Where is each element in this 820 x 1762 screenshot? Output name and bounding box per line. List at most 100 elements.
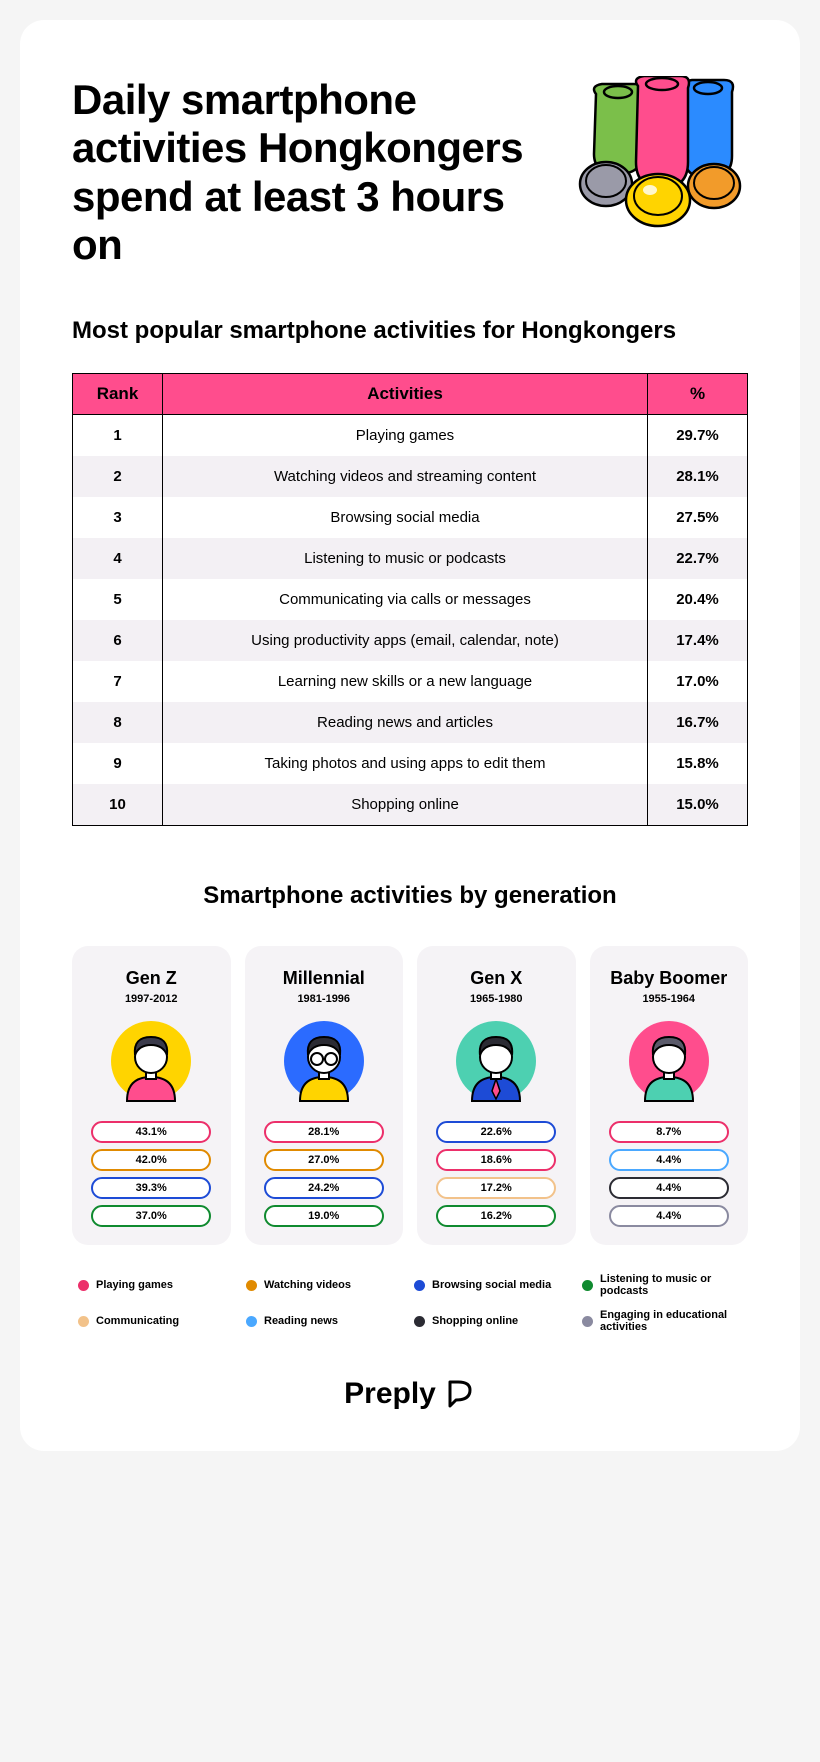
pill-list: 43.1% 42.0% 39.3% 37.0% bbox=[86, 1121, 217, 1227]
cell-activity: Shopping online bbox=[163, 784, 648, 826]
legend-item: Shopping online bbox=[414, 1309, 574, 1333]
legend-item: Communicating bbox=[78, 1309, 238, 1333]
table-row: 6Using productivity apps (email, calenda… bbox=[73, 620, 748, 661]
avatar bbox=[431, 1019, 562, 1103]
legend-item: Listening to music or podcasts bbox=[582, 1273, 742, 1297]
footer-brand-text: Preply bbox=[344, 1377, 436, 1411]
stat-pill: 8.7% bbox=[609, 1121, 729, 1143]
cell-percent: 15.8% bbox=[648, 743, 748, 784]
table-row: 2Watching videos and streaming content28… bbox=[73, 456, 748, 497]
legend-label: Watching videos bbox=[264, 1279, 351, 1291]
cell-activity: Using productivity apps (email, calendar… bbox=[163, 620, 648, 661]
header-row: Daily smartphone activities Hongkongers … bbox=[72, 76, 748, 269]
stat-pill: 4.4% bbox=[609, 1149, 729, 1171]
cell-rank: 1 bbox=[73, 415, 163, 457]
cell-activity: Taking photos and using apps to edit the… bbox=[163, 743, 648, 784]
cell-percent: 15.0% bbox=[648, 784, 748, 826]
generation-card: Millennial1981-199628.1%27.0%24.2%19.0% bbox=[245, 946, 404, 1245]
generation-name: Gen Z bbox=[86, 968, 217, 989]
th-activities: Activities bbox=[163, 374, 648, 415]
legend-label: Communicating bbox=[96, 1315, 179, 1327]
legend-label: Listening to music or podcasts bbox=[600, 1273, 742, 1297]
generation-name: Millennial bbox=[259, 968, 390, 989]
legend-dot bbox=[78, 1280, 89, 1291]
cell-rank: 7 bbox=[73, 661, 163, 702]
generation-years: 1981-1996 bbox=[259, 993, 390, 1005]
header-illustration bbox=[568, 76, 748, 236]
generation-years: 1997-2012 bbox=[86, 993, 217, 1005]
cell-activity: Watching videos and streaming content bbox=[163, 456, 648, 497]
table-row: 1Playing games29.7% bbox=[73, 415, 748, 457]
legend: Playing games Watching videos Browsing soc… bbox=[72, 1273, 748, 1333]
th-rank: Rank bbox=[73, 374, 163, 415]
blobs-icon bbox=[568, 76, 748, 236]
cell-rank: 6 bbox=[73, 620, 163, 661]
generation-card: Gen Z 1997-2012 43.1% 42.0% 39.3% 37.0% bbox=[72, 946, 231, 1245]
legend-label: Shopping online bbox=[432, 1315, 518, 1327]
preply-icon bbox=[444, 1378, 476, 1410]
legend-label: Reading news bbox=[264, 1315, 338, 1327]
table-row: 5Communicating via calls or messages20.4… bbox=[73, 579, 748, 620]
cell-percent: 17.0% bbox=[648, 661, 748, 702]
legend-dot bbox=[414, 1316, 425, 1327]
stat-pill: 43.1% bbox=[91, 1121, 211, 1143]
cell-activity: Playing games bbox=[163, 415, 648, 457]
avatar bbox=[86, 1019, 217, 1103]
cell-percent: 20.4% bbox=[648, 579, 748, 620]
legend-label: Browsing social media bbox=[432, 1279, 551, 1291]
cell-percent: 16.7% bbox=[648, 702, 748, 743]
cell-percent: 17.4% bbox=[648, 620, 748, 661]
stat-pill: 4.4% bbox=[609, 1205, 729, 1227]
generation-name: Baby Boomer bbox=[604, 968, 735, 989]
infographic-card: Daily smartphone activities Hongkongers … bbox=[20, 20, 800, 1451]
main-title: Daily smartphone activities Hongkongers … bbox=[72, 76, 548, 269]
avatar bbox=[259, 1019, 390, 1103]
legend-dot bbox=[246, 1280, 257, 1291]
pill-list: 8.7% 4.4% 4.4% 4.4% bbox=[604, 1121, 735, 1227]
stat-pill: 39.3% bbox=[91, 1177, 211, 1199]
stat-pill: 18.6% bbox=[436, 1149, 556, 1171]
legend-dot bbox=[78, 1316, 89, 1327]
generation-years: 1965-1980 bbox=[431, 993, 562, 1005]
cell-activity: Listening to music or podcasts bbox=[163, 538, 648, 579]
footer-logo: Preply bbox=[72, 1377, 748, 1411]
stat-pill: 42.0% bbox=[91, 1149, 211, 1171]
table-subtitle: Most popular smartphone activities for H… bbox=[72, 317, 748, 345]
cell-percent: 28.1% bbox=[648, 456, 748, 497]
cell-rank: 9 bbox=[73, 743, 163, 784]
stat-pill: 4.4% bbox=[609, 1177, 729, 1199]
table-row: 9Taking photos and using apps to edit th… bbox=[73, 743, 748, 784]
generation-years: 1955-1964 bbox=[604, 993, 735, 1005]
generation-card: Baby Boomer 1955-1964 8.7% 4.4% 4.4% 4.4% bbox=[590, 946, 749, 1245]
pill-list: 22.6%18.6%17.2%16.2% bbox=[431, 1121, 562, 1227]
generation-grid: Gen Z 1997-2012 43.1% 42.0% 39.3% 37.0% Millen… bbox=[72, 946, 748, 1245]
avatar bbox=[604, 1019, 735, 1103]
cell-percent: 22.7% bbox=[648, 538, 748, 579]
legend-item: Playing games bbox=[78, 1273, 238, 1297]
cell-rank: 8 bbox=[73, 702, 163, 743]
stat-pill: 22.6% bbox=[436, 1121, 556, 1143]
generation-title: Smartphone activities by generation bbox=[72, 882, 748, 910]
legend-label: Playing games bbox=[96, 1279, 173, 1291]
stat-pill: 37.0% bbox=[91, 1205, 211, 1227]
cell-rank: 2 bbox=[73, 456, 163, 497]
legend-item: Watching videos bbox=[246, 1273, 406, 1297]
th-percent: % bbox=[648, 374, 748, 415]
legend-label: Engaging in educational activities bbox=[600, 1309, 742, 1333]
cell-rank: 4 bbox=[73, 538, 163, 579]
generation-card: Gen X1965-198022.6%18.6%17.2%16.2% bbox=[417, 946, 576, 1245]
cell-percent: 27.5% bbox=[648, 497, 748, 538]
legend-item: Engaging in educational activities bbox=[582, 1309, 742, 1333]
legend-dot bbox=[582, 1280, 593, 1291]
cell-activity: Browsing social media bbox=[163, 497, 648, 538]
legend-dot bbox=[414, 1280, 425, 1291]
stat-pill: 19.0% bbox=[264, 1205, 384, 1227]
cell-activity: Learning new skills or a new language bbox=[163, 661, 648, 702]
stat-pill: 27.0% bbox=[264, 1149, 384, 1171]
cell-percent: 29.7% bbox=[648, 415, 748, 457]
cell-rank: 10 bbox=[73, 784, 163, 826]
stat-pill: 16.2% bbox=[436, 1205, 556, 1227]
cell-rank: 5 bbox=[73, 579, 163, 620]
legend-item: Browsing social media bbox=[414, 1273, 574, 1297]
cell-activity: Reading news and articles bbox=[163, 702, 648, 743]
